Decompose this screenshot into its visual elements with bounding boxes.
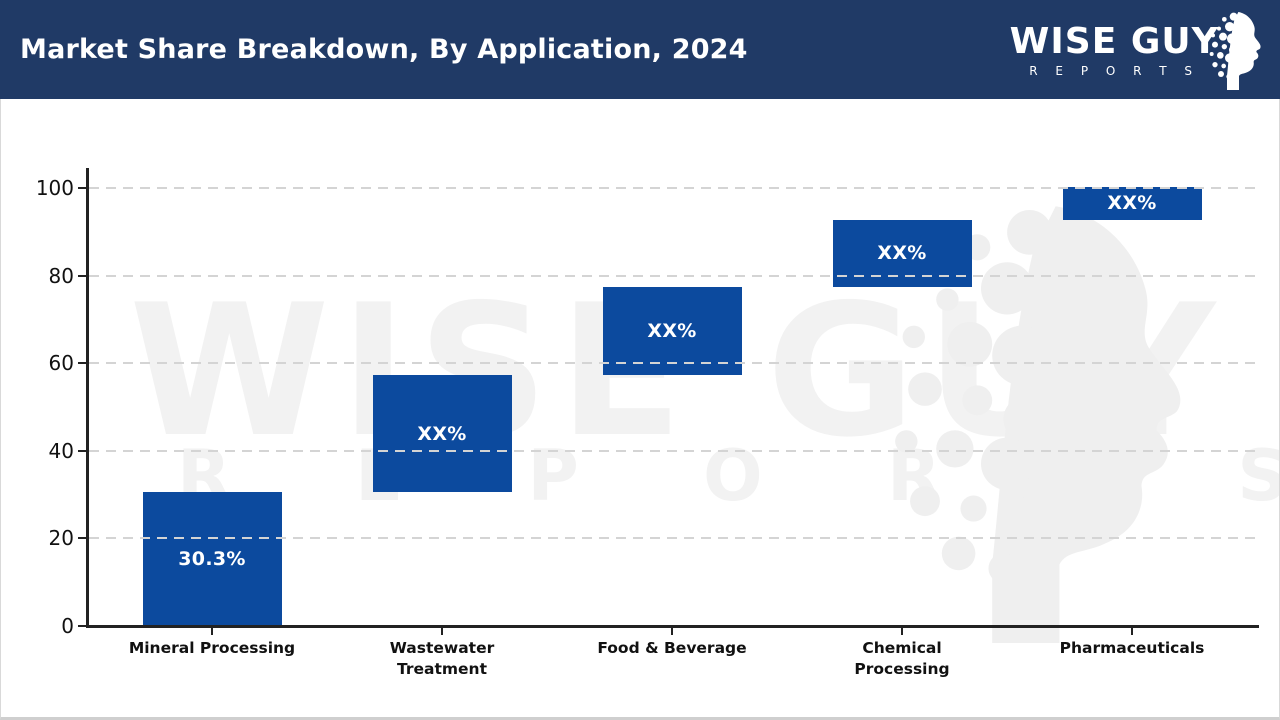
axis-layer bbox=[1, 99, 1279, 717]
x-tick-mark bbox=[441, 628, 443, 635]
category-label: Pharmaceuticals bbox=[1059, 639, 1205, 657]
x-tick-mark bbox=[211, 628, 213, 635]
y-axis-line bbox=[86, 168, 89, 628]
wise-guy-logo: WISE GUY R E P O R T S bbox=[1010, 6, 1266, 94]
y-tick-mark bbox=[78, 537, 86, 540]
x-tick-mark bbox=[901, 628, 903, 635]
logo-wordmark: WISE GUY bbox=[1009, 20, 1219, 62]
x-tick-mark bbox=[1131, 628, 1133, 635]
y-tick-mark bbox=[78, 274, 86, 277]
y-tick-mark bbox=[78, 362, 86, 365]
bar-value-label: 30.3% bbox=[178, 547, 246, 570]
bar-mineral-processing: 30.3% bbox=[142, 492, 282, 625]
category-label: Food & Beverage bbox=[597, 639, 747, 657]
chart-area: WISE GUY R E P O R T S 30.3% XX% XX% XX% XX%… bbox=[0, 99, 1280, 720]
y-tick-label: 0 bbox=[61, 614, 74, 638]
x-axis-line bbox=[86, 625, 1259, 628]
y-tick-label: 40 bbox=[48, 438, 74, 463]
bar-value-label: XX% bbox=[1107, 192, 1157, 215]
x-tick-mark bbox=[671, 628, 673, 635]
page-title: Market Share Breakdown, By Application, … bbox=[20, 34, 748, 65]
bar-food-beverage: XX% bbox=[602, 286, 742, 375]
wise-guy-logo-text: WISE GUY R E P O R T S bbox=[1009, 20, 1219, 78]
category-label: Wastewater Treatment bbox=[389, 639, 495, 678]
face-profile-dots-icon bbox=[1209, 12, 1261, 90]
bar-value-label: XX% bbox=[417, 422, 467, 445]
y-tick-label: 60 bbox=[48, 351, 74, 376]
y-tick-mark bbox=[78, 187, 86, 189]
y-tick-label: 100 bbox=[35, 176, 74, 200]
y-tick-mark bbox=[78, 625, 86, 627]
label-layer: 0 20 40 60 80 100 Mineral Processing Wastewater… bbox=[1, 99, 1279, 717]
bar-wastewater-treatment: XX% bbox=[372, 374, 512, 493]
bars-layer: 30.3% XX% XX% XX% XX% bbox=[1, 99, 1279, 717]
y-tick-label: 20 bbox=[48, 526, 74, 551]
bar-value-label: XX% bbox=[877, 242, 927, 265]
y-tick-label: 80 bbox=[48, 263, 74, 288]
category-label: Mineral Processing bbox=[128, 639, 296, 657]
header-bar: Market Share Breakdown, By Application, … bbox=[0, 0, 1280, 99]
logo-subtitle: R E P O R T S bbox=[1029, 63, 1200, 78]
y-tick-mark bbox=[78, 449, 86, 452]
category-label: Chemical Processing bbox=[854, 639, 950, 678]
bar-value-label: XX% bbox=[647, 319, 697, 342]
bar-pharmaceuticals: XX% bbox=[1062, 187, 1202, 220]
